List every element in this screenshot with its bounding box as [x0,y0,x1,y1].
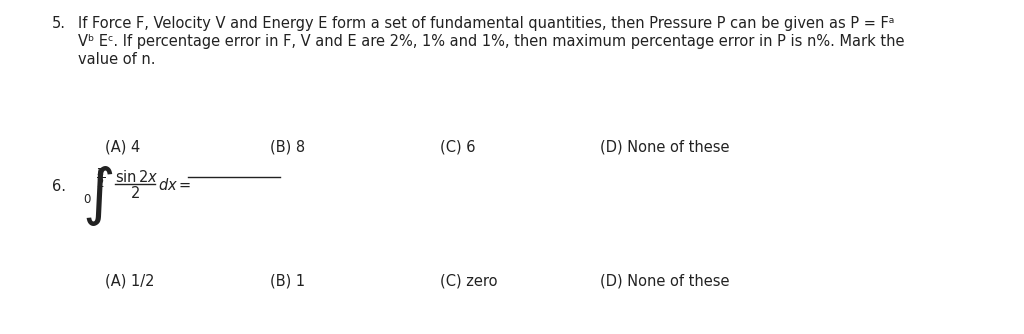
Text: If Force F, Velocity V and Energy E form a set of fundamental quantities, then P: If Force F, Velocity V and Energy E form… [78,16,894,31]
Text: (A) 1/2: (A) 1/2 [105,274,155,289]
Text: $0$: $0$ [83,193,91,206]
Text: 6.: 6. [52,179,66,194]
Text: (D) None of these: (D) None of these [600,139,729,154]
Text: (D) None of these: (D) None of these [600,274,729,289]
Text: $\int$: $\int$ [82,164,114,228]
Text: (A) 4: (A) 4 [105,139,140,154]
Text: (B) 8: (B) 8 [270,139,305,154]
Text: $2$: $2$ [130,185,140,201]
Text: (B) 1: (B) 1 [270,274,305,289]
Text: (C) 6: (C) 6 [440,139,475,154]
Text: Vᵇ Eᶜ. If percentage error in F, V and E are 2%, 1% and 1%, then maximum percent: Vᵇ Eᶜ. If percentage error in F, V and E… [78,34,904,49]
Text: $\dfrac{\pi}{2}$: $\dfrac{\pi}{2}$ [96,166,105,190]
Text: $dx =$: $dx =$ [158,177,191,193]
Text: $\sin 2x$: $\sin 2x$ [115,169,159,185]
Text: (C) zero: (C) zero [440,274,498,289]
Text: 5.: 5. [52,16,66,31]
Text: value of n.: value of n. [78,52,156,67]
